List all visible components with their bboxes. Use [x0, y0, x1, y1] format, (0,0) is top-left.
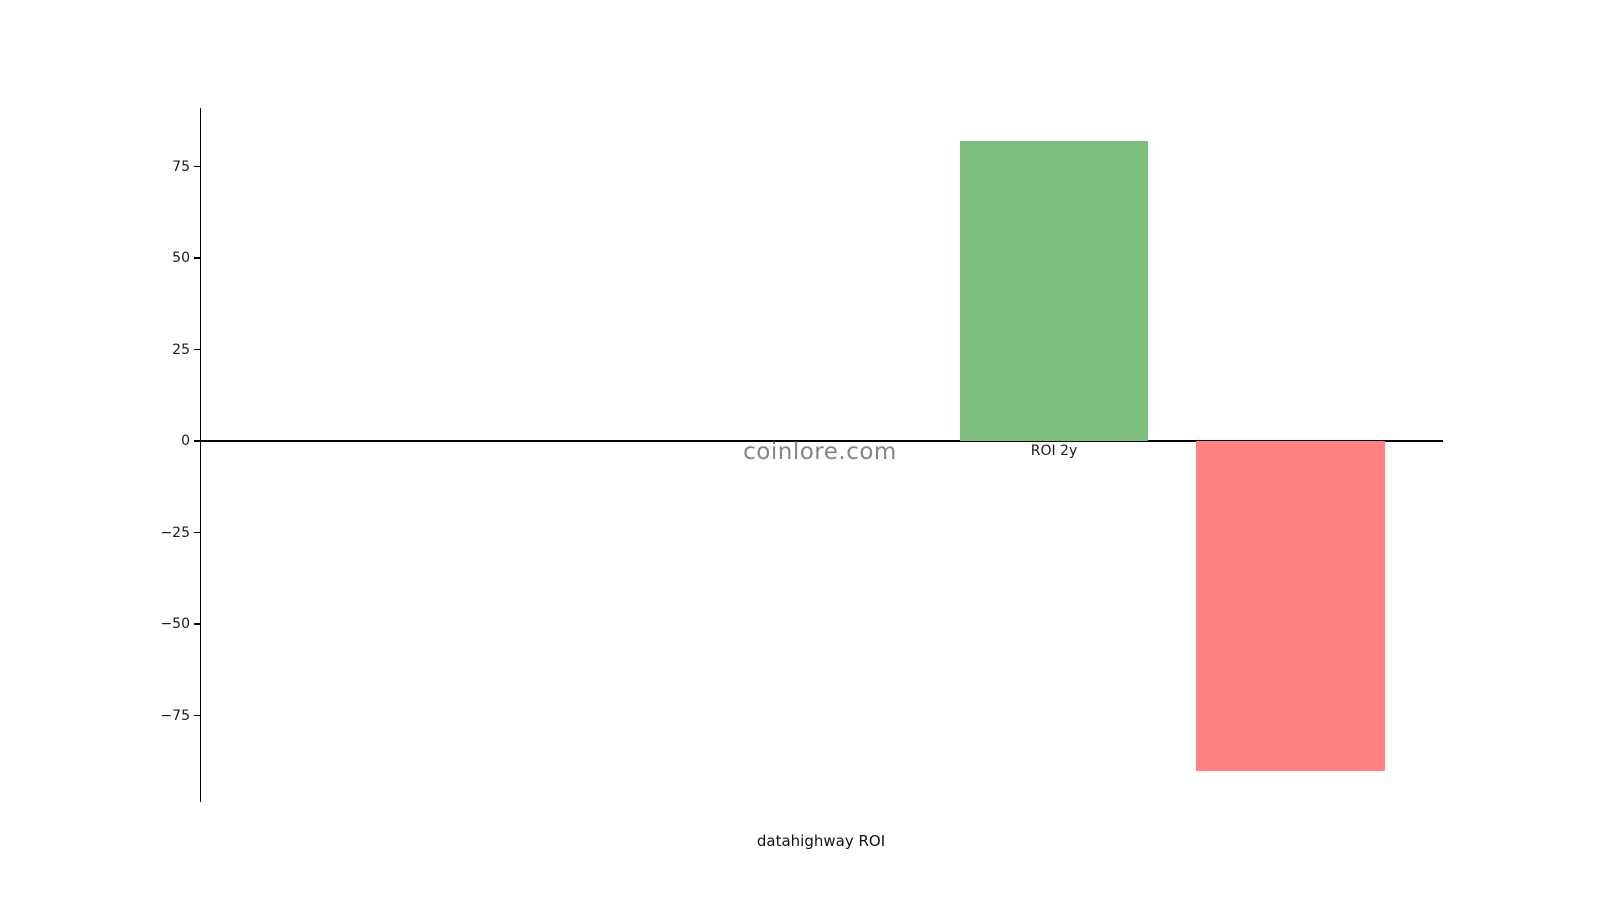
zero-axis-line	[201, 440, 1443, 442]
bar-positive	[960, 140, 1148, 442]
y-tick-mark	[194, 348, 201, 351]
watermark-text: coinlore.com	[743, 439, 897, 465]
bar-negative	[1196, 441, 1385, 771]
y-tick-label: 75	[172, 158, 190, 175]
y-tick-label: −75	[160, 707, 190, 724]
y-tick-label: −25	[160, 524, 190, 541]
y-tick-mark	[194, 714, 201, 717]
y-tick-mark	[194, 531, 201, 534]
y-tick-mark	[194, 440, 201, 442]
y-tick-label: 0	[181, 433, 190, 450]
y-axis-spine	[199, 108, 201, 802]
y-tick-label: −50	[160, 616, 190, 633]
y-tick-mark	[194, 165, 201, 168]
x-axis-label: datahighway ROI	[756, 832, 886, 850]
x-tick-label: ROI 2y	[1030, 443, 1078, 460]
y-tick-mark	[194, 623, 201, 625]
y-tick-label: 50	[172, 250, 190, 267]
y-tick-label: 25	[172, 341, 190, 358]
y-tick-mark	[194, 257, 201, 259]
